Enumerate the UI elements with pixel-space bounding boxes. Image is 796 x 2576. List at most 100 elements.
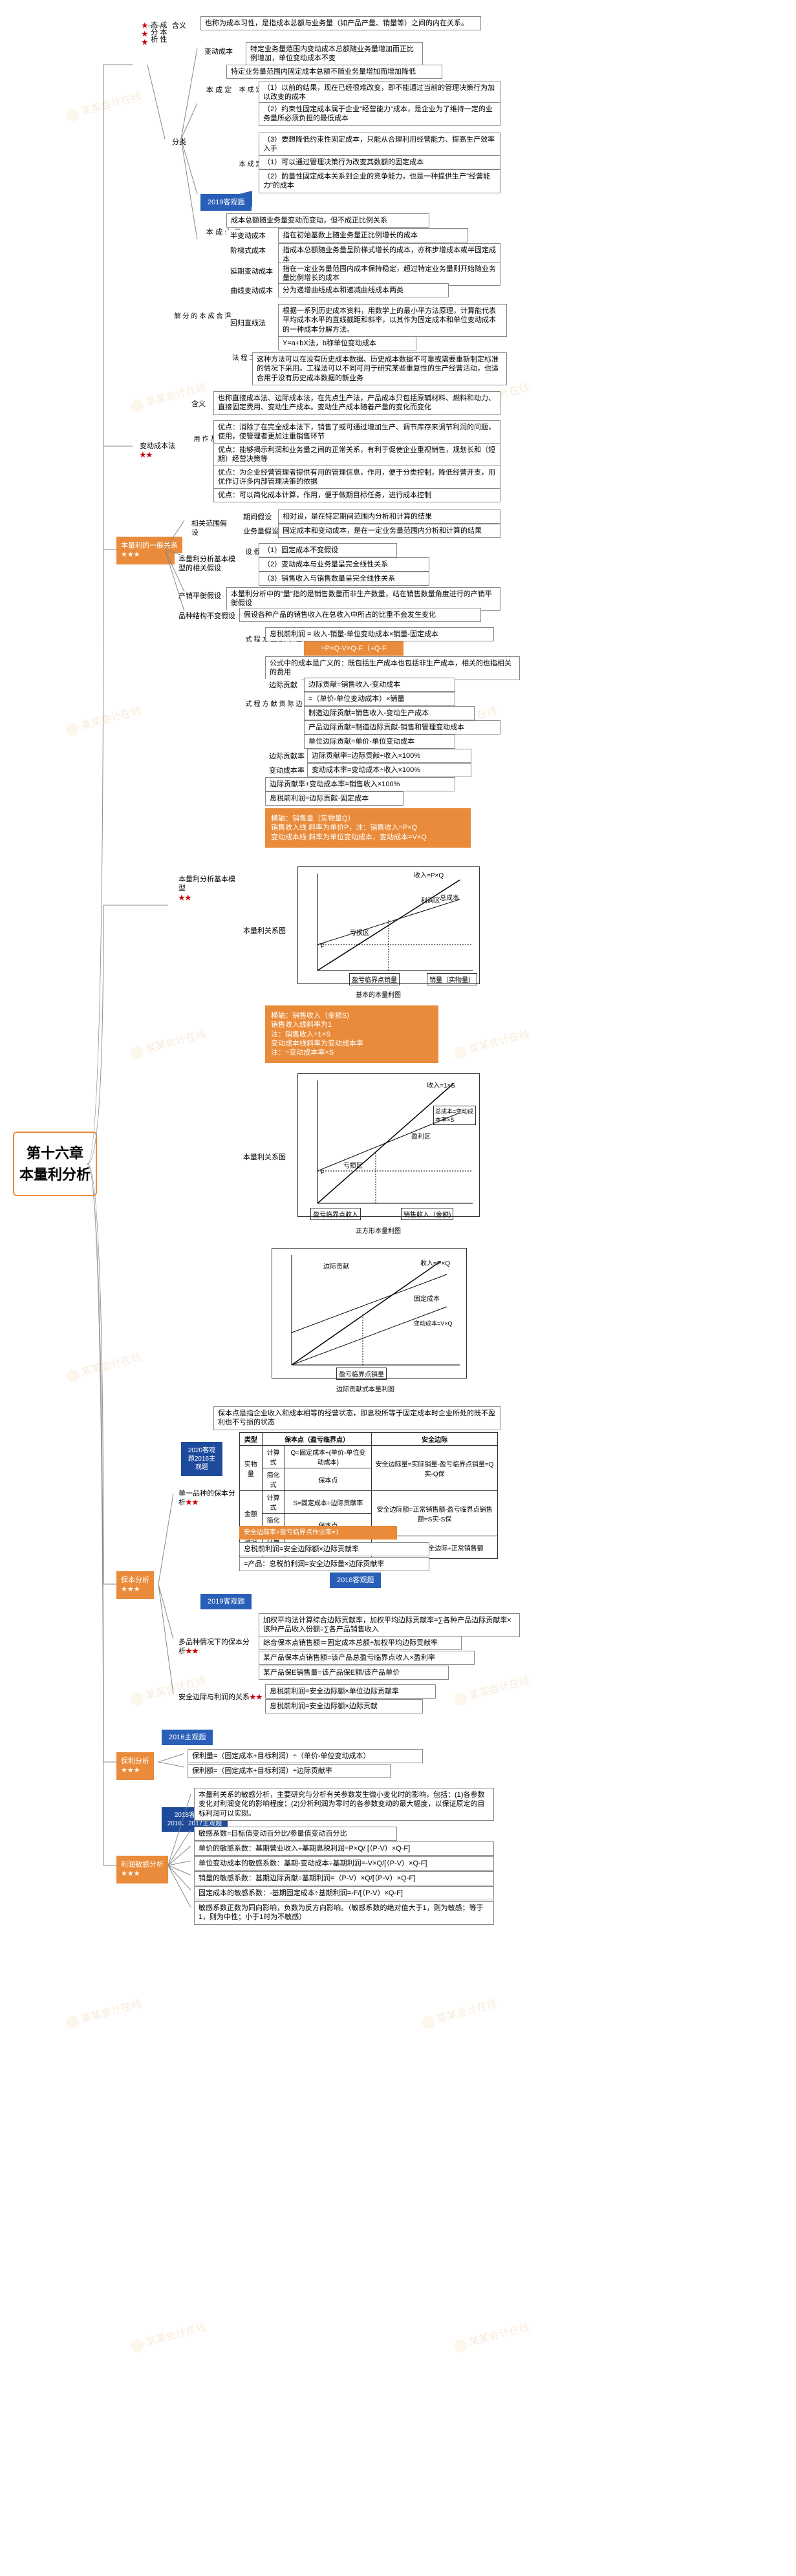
n4b1-text: 边际贡献=销售收入-变动成本	[304, 678, 455, 692]
n1-stars: ★★★	[140, 21, 148, 47]
n5d-stars: ★★	[250, 1693, 263, 1701]
c2l2: 总成本=变动成本率×S	[433, 1106, 476, 1125]
n5: 保本分析★★★	[116, 1571, 154, 1599]
n7e: 销量的敏感系数：基期边际贡献÷基期利润=（P-V）×Q/[（P-V）×Q-F]	[194, 1871, 494, 1885]
n4a3: 公式中的成本是广义的：既包括生产成本也包括非生产成本，相关的也指相关的费用	[265, 656, 520, 680]
n5-label: 保本分析	[121, 1576, 149, 1584]
n6-label: 保利分析	[121, 1757, 149, 1765]
tag-2019b: 2019客观题	[200, 1594, 252, 1609]
n1c1: 回归直线法	[226, 317, 270, 330]
n4-stars: ★★	[178, 894, 191, 902]
th2: 保本点（盈亏临界点）	[262, 1433, 371, 1446]
n4b7-text: 变动成本率=变动成本÷收入×100%	[307, 763, 471, 777]
c1l6: 销量（实物量）	[427, 973, 477, 985]
svg-text:盈利区: 盈利区	[411, 1133, 431, 1141]
tag-2016: 2016主观题	[162, 1730, 213, 1745]
n1b1-text: 特定业务量范围内变动成本总额随业务量增加而正比例增加，单位变动成本不变	[246, 42, 423, 66]
c3l3: 固定成本	[414, 1293, 440, 1303]
c3l5: 盈亏临界点销量	[336, 1368, 387, 1380]
n5d: 安全边际与利润的关系★★	[175, 1691, 266, 1704]
chart-3	[272, 1248, 467, 1379]
c3l2: 收入=P×Q	[420, 1258, 450, 1267]
n7d: 单位变动成本的敏感系数：基期-变动成本÷基期利润=-V×Q/[（P-V）×Q-F…	[194, 1856, 494, 1871]
n5c2: 综合保本点销售额＝固定成本总额÷加权平均边际贡献率	[259, 1636, 462, 1650]
chart1-title: 本量利关系图	[239, 925, 290, 938]
n4b: 边际贡献方程式	[239, 698, 306, 709]
n2a-text: 也称直接成本法、边际成本法，在先点生产法，产品成本只包括原辅材料、燃料和动力、直…	[213, 391, 500, 415]
n2: 变动成本法★★	[136, 440, 179, 462]
n7f: 固定成本的敏感系数：-基期固定成本÷基期利润=-F/[（P-V）×Q-F]	[194, 1886, 494, 1900]
c1sub: 基本的本量利图	[356, 989, 401, 999]
n7c: 单价的敏感系数：基期营业收入÷基期息税利润=P×Q/ [（P-V）×Q-F]	[194, 1841, 494, 1856]
n7-stars: ★★★	[121, 1870, 140, 1878]
n1b3d: 曲线变动成本	[226, 284, 279, 297]
c3sub: 边际贡献式本量利图	[336, 1384, 394, 1393]
chart2-title: 本量利关系图	[239, 1151, 290, 1164]
n1b3a-text: 指在初始基数上随业务量正比例增长的成本	[278, 228, 468, 242]
n5c-stars: ★★	[186, 1648, 199, 1655]
n7a: 本量利关系的敏感分析，主要研究与分析有关参数发生微小变化时的影响，包括：(1)各…	[194, 1788, 494, 1821]
tag-2019a: 2019客观题	[200, 194, 252, 211]
root-line2: 本量利分析	[19, 1164, 91, 1185]
r1l: 实物量	[240, 1446, 263, 1491]
n3d-text: 假设各种产品的销售收入在总收入中所占的比重不会发生变化	[239, 608, 481, 622]
n2b2: 优点：能够揭示利润和业务量之间的正常关系，有利于促使企业重视销售，规划长和（短期…	[213, 443, 500, 467]
o2l5: 注：=变动成本率×S	[271, 1048, 433, 1057]
r21a: 简化式	[262, 1468, 285, 1491]
n2b1: 优点：消除了在完全成本法下，销售了或可通过增加生产、调节库存来调节利润的问题，使…	[213, 420, 500, 444]
n6: 保利分析★★★	[116, 1752, 154, 1780]
n1b2b-2: （2）酌量性固定成本关系到企业的竞争能力，也是一种提供生产"经营能力"的成本	[259, 169, 500, 193]
n1b3a: 半变动成本	[226, 230, 273, 242]
n4b6: 边际贡献率	[265, 750, 308, 763]
n1b2b-1: （1）可以通过管理决策行为改变其数额的固定成本	[259, 155, 500, 169]
n1c1-2: Y=a+bX法，b称单位变动成本	[278, 336, 416, 350]
n1a: 含义	[168, 19, 190, 32]
n1b2a-2: （2）约束性固定成本属于企业"经营能力"成本，是企业为了维持一定的业务量所必须负…	[259, 102, 500, 126]
n5a-text: 保本点是指企业收入和成本相等的经营状态，即息税所等于固定成本时企业所处的既不盈利…	[213, 1406, 500, 1430]
n5c3: 某产品保本点销售额=该产品总盈亏临界点收入×盈利率	[259, 1651, 475, 1665]
o2l4: 变动成本线斜率为变动成本率	[271, 1039, 433, 1048]
o2l3: 注：销售收入=1×S	[271, 1030, 433, 1039]
r22a: 计算式	[262, 1491, 285, 1514]
n2a: 含义	[188, 398, 210, 411]
n5a: 单一品种的保本分析★★	[175, 1487, 241, 1510]
c3l1: 边际贡献	[323, 1261, 349, 1271]
n5d2: 息税前利润=安全边际额×边际贡献	[265, 1699, 423, 1713]
orange-block-1: 横轴：销售量（实物量Q） 销售收入线 斜率为单价P，注：销售收入=P×Q 变动成…	[265, 808, 471, 848]
n1a-text: 也称为成本习性，是指成本总额与业务量（如产品产量、销量等）之间的内在关系。	[200, 16, 481, 30]
r22b: S=固定成本÷边际贡献率	[285, 1491, 372, 1514]
root-node: 第十六章 本量利分析	[13, 1132, 97, 1196]
n7-label: 利润敏感分析	[121, 1861, 164, 1869]
breakeven-table: 类型保本点（盈亏临界点）安全边际 实物量 计算式 Q=固定成本÷(单价-单位变动…	[239, 1432, 498, 1559]
n1b3c-text: 指在一定业务量范围内成本保持稳定，超过特定业务量则开始随业务量比例增长的成本	[278, 262, 500, 286]
n1b3-text: 成本总额随业务量变动而变动，但不成正比例关系	[226, 213, 429, 228]
n1b: 分类	[168, 136, 190, 149]
n5b2: =产品：息税前利润=安全边际量×边际贡献率	[239, 1557, 429, 1571]
n4b3: 制造边际贡献=销售收入-变动生产成本	[304, 706, 475, 720]
n1b2a-3: （3）要想降低约束性固定成本，只能从合理利用经营能力、提高生产效率入手	[259, 133, 500, 156]
n3d: 品种结构不变假设	[175, 610, 241, 623]
n4a2: =P×Q-V×Q-F（+Q-F	[304, 641, 403, 656]
orange-block-2: 横轴：销售收入（金额S) 销售收入线斜率为1 注：销售收入=1×S 变动成本线斜…	[265, 1005, 438, 1063]
o2l2: 销售收入线斜率为1	[271, 1020, 433, 1029]
n3: 本量利的一般关系★★★	[116, 537, 182, 564]
n4b2: =（单价-单位变动成本）×销量	[304, 692, 455, 706]
th3: 安全边际	[372, 1433, 498, 1446]
n4b7: 变动成本率	[265, 764, 308, 777]
n1b3d-text: 分为递增曲线成本和递减曲线成本两类	[278, 283, 449, 297]
n3-label: 本量利的一般关系	[121, 542, 178, 550]
n5a-stars: ★★	[186, 1499, 199, 1507]
n1b1: 变动成本	[200, 45, 237, 58]
branch-cost-behavior: 成本性态分析★★★	[136, 19, 171, 48]
n1b2a-1: （1）以前的结果，现在已经很难改变，即不能通过当前的管理决策行为加以改变的成本	[259, 81, 500, 105]
tag-2018: 2018客观题	[330, 1572, 381, 1588]
n3b1-3: （3）销售收入与销售数量呈完全线性关系	[259, 572, 429, 586]
chart-2: 亏损区 盈利区 F	[297, 1073, 480, 1217]
n7g: 敏感系数正数为同向影响，负数为反方向影响。（敏感系数的绝对值大于1，则为敏感；等…	[194, 1901, 494, 1925]
orange3: 安全边际率+盈亏临界点作业率=1	[239, 1526, 397, 1540]
n3a2-text: 固定成本和变动成本，是在一定业务量范围内分析和计算的结果	[278, 524, 500, 538]
c3l4: 变动成本=V×Q	[414, 1319, 453, 1327]
n5c: 多品种情况下的保本分析★★	[175, 1636, 260, 1658]
n3-stars: ★★★	[121, 551, 140, 559]
o1l3: 变动成本线 斜率为单位变动成本，变动成本=V×Q	[271, 833, 465, 842]
